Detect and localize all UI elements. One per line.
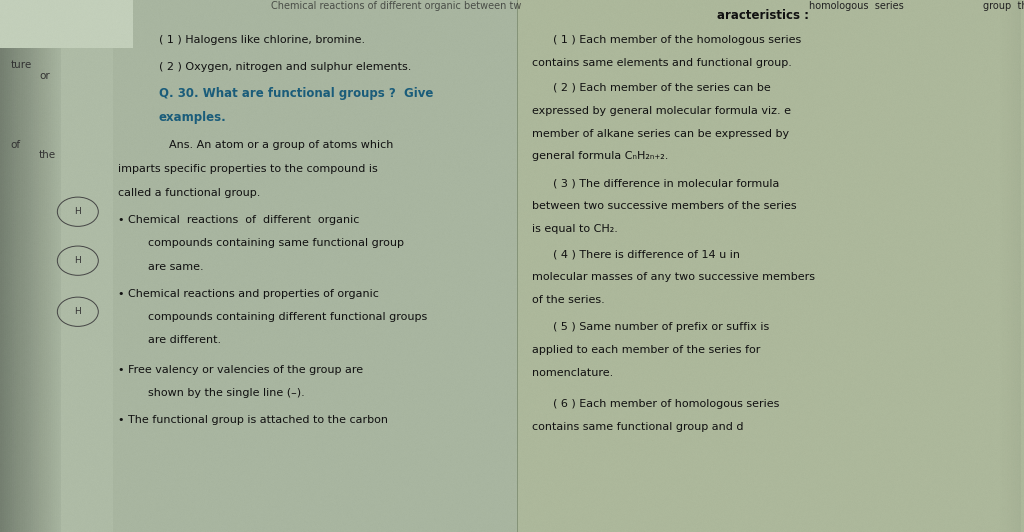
Bar	[14, 0, 16, 532]
Bar	[1009, 0, 1011, 532]
Bar	[1000, 0, 1002, 532]
Bar	[27, 0, 29, 532]
Bar	[8, 0, 10, 532]
Text: imparts specific properties to the compound is: imparts specific properties to the compo…	[118, 164, 378, 173]
Bar	[61, 0, 113, 532]
Text: member of alkane series can be expressed by: member of alkane series can be expressed…	[532, 129, 790, 138]
Bar	[47, 0, 49, 532]
Text: ( 3 ) The difference in molecular formula: ( 3 ) The difference in molecular formul…	[553, 178, 779, 188]
Text: ( 4 ) There is difference of 14 u in: ( 4 ) There is difference of 14 u in	[553, 250, 740, 259]
Text: shown by the single line (–).: shown by the single line (–).	[148, 388, 305, 398]
Bar	[51, 0, 53, 532]
Text: Chemical reactions of different organic between tw: Chemical reactions of different organic …	[271, 2, 522, 11]
Bar	[18, 0, 20, 532]
Bar	[0, 0, 517, 532]
Bar	[1002, 0, 1005, 532]
Bar	[16, 0, 18, 532]
Bar	[12, 0, 14, 532]
Text: applied to each member of the series for: applied to each member of the series for	[532, 345, 761, 355]
Text: the: the	[39, 151, 56, 160]
Bar	[31, 0, 33, 532]
Bar	[1017, 0, 1019, 532]
Bar	[0, 0, 133, 48]
Bar	[1007, 0, 1009, 532]
Text: • Chemical  reactions  of  different  organic: • Chemical reactions of different organi…	[118, 215, 359, 225]
Text: H: H	[75, 256, 81, 265]
Text: compounds containing same functional group: compounds containing same functional gro…	[148, 238, 404, 248]
Bar	[20, 0, 23, 532]
Bar	[43, 0, 45, 532]
Text: examples.: examples.	[159, 111, 226, 123]
Bar	[4, 0, 6, 532]
Text: aracteristics :: aracteristics :	[717, 10, 809, 22]
Bar	[55, 0, 57, 532]
Bar	[57, 0, 59, 532]
Bar	[39, 0, 41, 532]
Text: compounds containing different functional groups: compounds containing different functiona…	[148, 312, 428, 322]
Bar	[0, 0, 2, 532]
Text: H: H	[75, 307, 81, 316]
Bar	[35, 0, 37, 532]
Bar	[10, 0, 12, 532]
Bar	[53, 0, 55, 532]
Bar	[1013, 0, 1015, 532]
Bar	[1011, 0, 1013, 532]
Text: ( 1 ) Each member of the homologous series: ( 1 ) Each member of the homologous seri…	[553, 35, 801, 45]
Bar	[25, 0, 27, 532]
Text: group  the: group the	[983, 2, 1024, 11]
Text: Q. 30. What are functional groups ?  Give: Q. 30. What are functional groups ? Give	[159, 87, 433, 99]
Text: or: or	[39, 71, 49, 80]
Bar	[41, 0, 43, 532]
Text: molecular masses of any two successive members: molecular masses of any two successive m…	[532, 272, 815, 282]
Text: contains same elements and functional group.: contains same elements and functional gr…	[532, 58, 793, 68]
Bar	[45, 0, 47, 532]
Text: between two successive members of the series: between two successive members of the se…	[532, 201, 797, 211]
Bar	[517, 0, 1024, 532]
Text: of the series.: of the series.	[532, 295, 605, 305]
Text: contains same functional group and d: contains same functional group and d	[532, 422, 744, 432]
Bar	[59, 0, 61, 532]
Text: is equal to CH₂.: is equal to CH₂.	[532, 224, 618, 234]
Text: • Chemical reactions and properties of organic: • Chemical reactions and properties of o…	[118, 289, 379, 298]
Text: ( 2 ) Oxygen, nitrogen and sulphur elements.: ( 2 ) Oxygen, nitrogen and sulphur eleme…	[159, 62, 411, 71]
Bar	[1015, 0, 1017, 532]
Bar	[1019, 0, 1021, 532]
Bar	[49, 0, 51, 532]
Text: general formula CₙH₂ₙ₊₂.: general formula CₙH₂ₙ₊₂.	[532, 152, 669, 161]
Text: • The functional group is attached to the carbon: • The functional group is attached to th…	[118, 415, 388, 425]
Bar	[2, 0, 4, 532]
Text: ( 2 ) Each member of the series can be: ( 2 ) Each member of the series can be	[553, 83, 771, 93]
Bar	[1005, 0, 1007, 532]
Text: Ans. An atom or a group of atoms which: Ans. An atom or a group of atoms which	[169, 140, 393, 149]
Text: ture: ture	[10, 60, 32, 70]
Text: ( 5 ) Same number of prefix or suffix is: ( 5 ) Same number of prefix or suffix is	[553, 322, 769, 332]
Text: expressed by general molecular formula viz. e: expressed by general molecular formula v…	[532, 106, 792, 115]
Text: ( 1 ) Halogens like chlorine, bromine.: ( 1 ) Halogens like chlorine, bromine.	[159, 35, 365, 45]
Text: ( 6 ) Each member of homologous series: ( 6 ) Each member of homologous series	[553, 400, 779, 409]
Bar	[23, 0, 25, 532]
Text: • Free valency or valencies of the group are: • Free valency or valencies of the group…	[118, 365, 362, 375]
Bar	[6, 0, 8, 532]
Text: are different.: are different.	[148, 336, 221, 345]
Text: called a functional group.: called a functional group.	[118, 188, 260, 197]
Text: homologous  series: homologous series	[809, 2, 904, 11]
Text: nomenclature.: nomenclature.	[532, 368, 613, 378]
Bar	[29, 0, 31, 532]
Bar	[37, 0, 39, 532]
Text: of: of	[10, 140, 20, 149]
Text: H: H	[75, 207, 81, 216]
Text: are same.: are same.	[148, 262, 204, 271]
Bar	[33, 0, 35, 532]
